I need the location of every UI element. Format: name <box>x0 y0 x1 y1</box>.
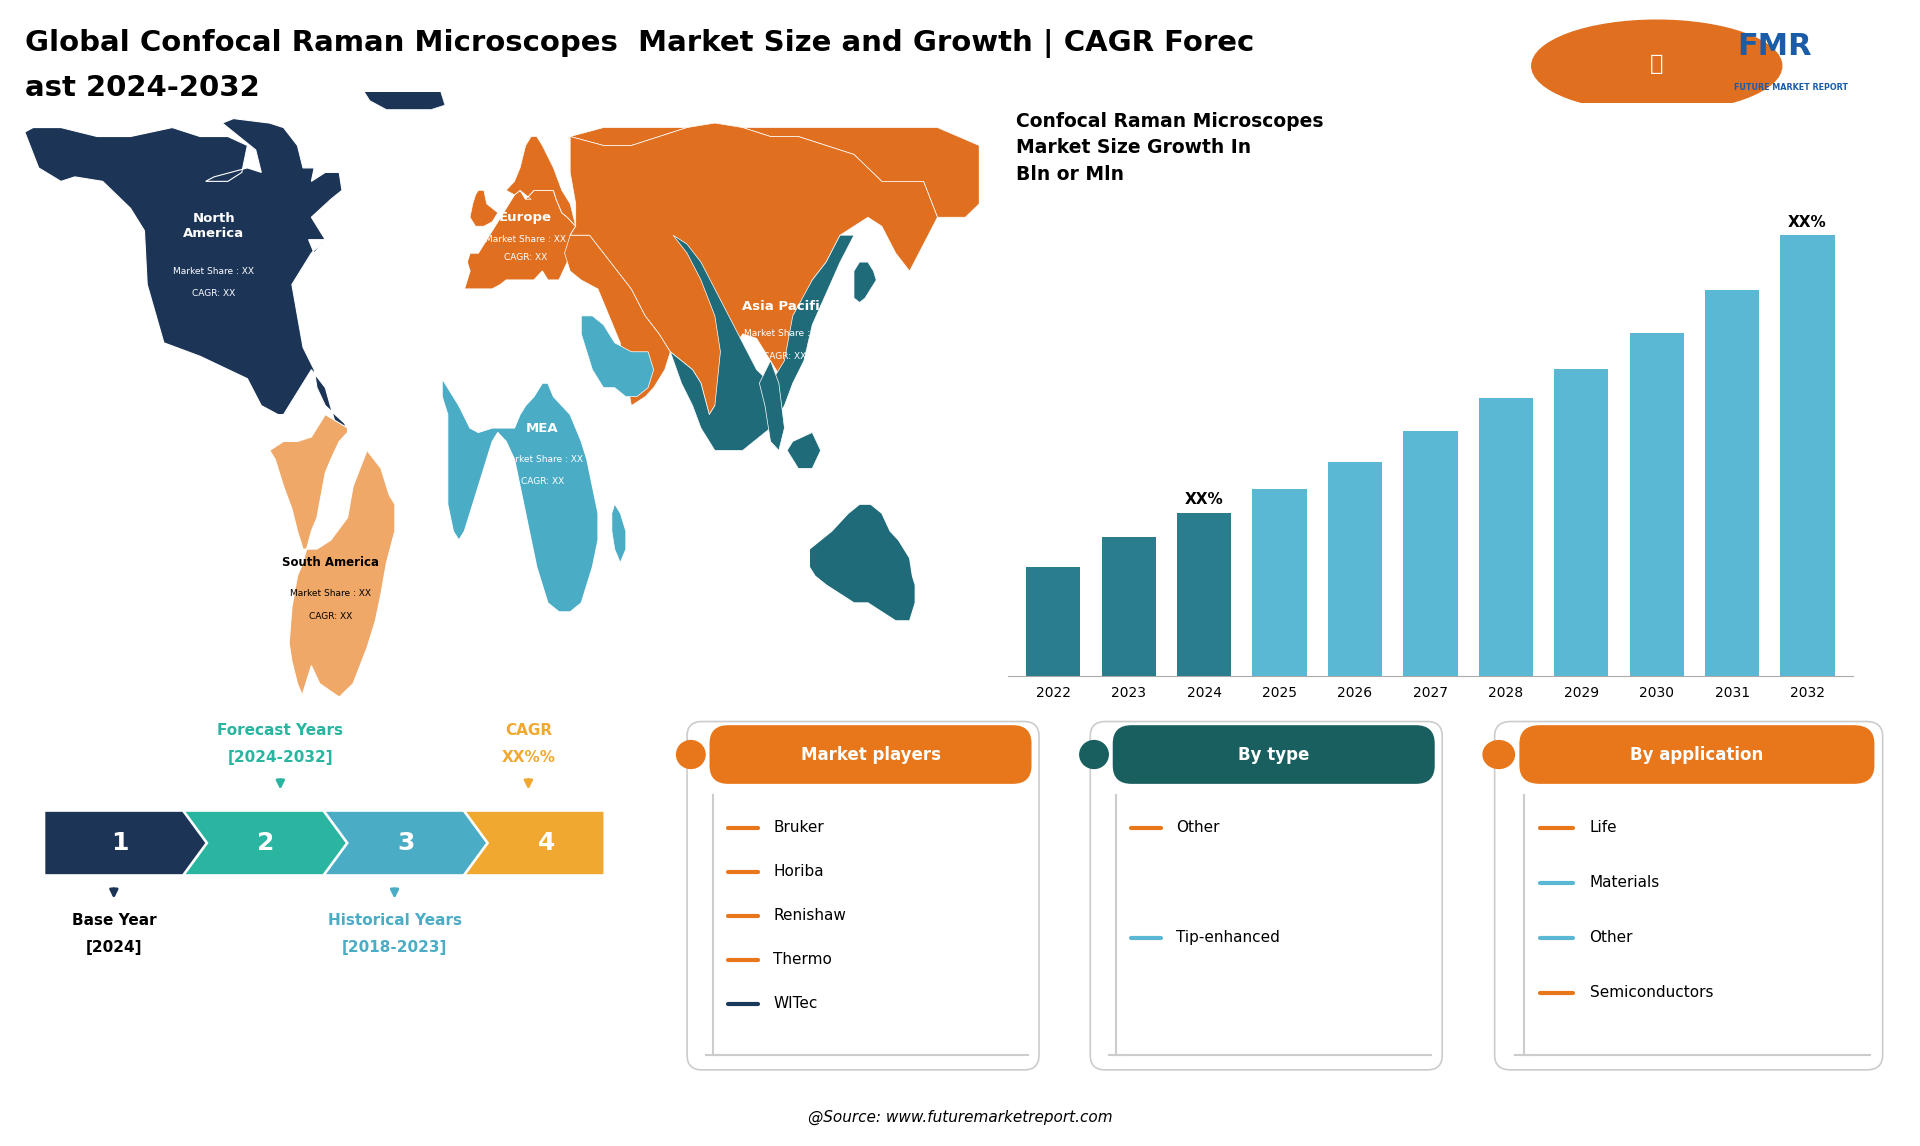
Text: Forecast Years: Forecast Years <box>217 722 344 738</box>
Polygon shape <box>570 123 937 415</box>
Circle shape <box>1482 740 1515 769</box>
Polygon shape <box>760 361 785 450</box>
Bar <box>1630 333 1684 676</box>
Bar <box>1553 369 1609 676</box>
Text: FMR: FMR <box>1738 32 1812 61</box>
Text: Confocal Raman Microscopes
Market Size Growth In
Bln or Mln: Confocal Raman Microscopes Market Size G… <box>1016 112 1323 185</box>
Polygon shape <box>326 811 486 874</box>
Polygon shape <box>507 136 576 226</box>
Bar <box>1252 489 1308 676</box>
Text: [2018-2023]: [2018-2023] <box>342 941 447 956</box>
Text: XX%: XX% <box>1185 493 1223 508</box>
Text: 3: 3 <box>397 831 415 855</box>
Text: By type: By type <box>1238 746 1309 763</box>
Polygon shape <box>612 504 626 563</box>
Text: MEA: MEA <box>526 422 559 434</box>
Polygon shape <box>854 262 876 303</box>
Text: 2: 2 <box>257 831 275 855</box>
FancyBboxPatch shape <box>1519 725 1874 784</box>
Text: CAGR: XX: CAGR: XX <box>505 253 547 262</box>
Text: [2024-2032]: [2024-2032] <box>227 749 334 764</box>
Polygon shape <box>670 235 854 450</box>
Text: South America: South America <box>282 556 380 570</box>
Text: Asia Pacific: Asia Pacific <box>741 300 828 313</box>
Text: CAGR: XX: CAGR: XX <box>762 352 806 361</box>
Text: Market Share : XX: Market Share : XX <box>743 329 826 338</box>
Text: Market players: Market players <box>801 746 941 763</box>
Polygon shape <box>570 123 979 218</box>
Text: Tip-enhanced: Tip-enhanced <box>1177 931 1281 945</box>
Text: Renishaw: Renishaw <box>774 909 847 924</box>
Polygon shape <box>442 378 597 612</box>
FancyBboxPatch shape <box>1494 722 1884 1070</box>
Polygon shape <box>564 235 670 406</box>
FancyBboxPatch shape <box>1114 725 1434 784</box>
Text: WITec: WITec <box>774 996 818 1012</box>
Text: 1: 1 <box>111 831 129 855</box>
FancyBboxPatch shape <box>687 722 1039 1070</box>
Polygon shape <box>25 118 348 437</box>
Text: Historical Years: Historical Years <box>328 913 461 928</box>
Bar <box>1102 536 1156 676</box>
Text: Europe: Europe <box>499 211 553 223</box>
Bar <box>1705 290 1759 676</box>
Text: Other: Other <box>1177 821 1219 835</box>
Bar <box>1329 462 1382 676</box>
Text: FUTURE MARKET REPORT: FUTURE MARKET REPORT <box>1734 84 1849 92</box>
Text: Life: Life <box>1590 821 1617 835</box>
Polygon shape <box>46 811 205 874</box>
Text: Market Share : XX: Market Share : XX <box>173 267 255 275</box>
Circle shape <box>1079 740 1108 769</box>
Polygon shape <box>470 190 497 226</box>
Text: Semiconductors: Semiconductors <box>1590 986 1713 1000</box>
Polygon shape <box>361 78 445 110</box>
Text: CAGR: XX: CAGR: XX <box>520 478 564 486</box>
Bar <box>1177 513 1231 676</box>
Bar <box>1780 235 1836 676</box>
Text: ast 2024-2032: ast 2024-2032 <box>25 74 259 102</box>
Text: Market Share : XX: Market Share : XX <box>290 589 371 598</box>
Text: Base Year: Base Year <box>71 913 156 928</box>
Polygon shape <box>810 504 916 621</box>
Polygon shape <box>787 432 820 469</box>
Text: Market Share : XX: Market Share : XX <box>501 455 584 464</box>
Text: [2024]: [2024] <box>86 941 142 956</box>
Circle shape <box>1532 21 1782 111</box>
Text: CAGR: XX: CAGR: XX <box>309 612 353 621</box>
Bar <box>1025 567 1081 676</box>
Text: XX%: XX% <box>1788 215 1828 230</box>
Text: Thermo: Thermo <box>774 952 831 967</box>
Text: Market Share : XX: Market Share : XX <box>486 235 566 244</box>
Text: Bruker: Bruker <box>774 821 824 835</box>
Text: Materials: Materials <box>1590 876 1659 890</box>
Bar <box>1404 431 1457 676</box>
Circle shape <box>676 740 705 769</box>
FancyBboxPatch shape <box>710 725 1031 784</box>
Bar <box>1478 398 1532 676</box>
Text: By application: By application <box>1630 746 1764 763</box>
Polygon shape <box>467 811 603 874</box>
Text: 4: 4 <box>538 831 555 855</box>
Text: Other: Other <box>1590 931 1634 945</box>
Text: CAGR: XX: CAGR: XX <box>192 289 236 298</box>
Text: North
America: North America <box>184 212 244 241</box>
Polygon shape <box>186 811 346 874</box>
Text: CAGR: CAGR <box>505 722 551 738</box>
Text: XX%%: XX%% <box>501 749 555 764</box>
FancyBboxPatch shape <box>1091 722 1442 1070</box>
Text: Horiba: Horiba <box>774 864 824 879</box>
Text: Global Confocal Raman Microscopes  Market Size and Growth | CAGR Forec: Global Confocal Raman Microscopes Market… <box>25 29 1254 57</box>
Polygon shape <box>465 190 576 289</box>
Text: @Source: www.futuremarketreport.com: @Source: www.futuremarketreport.com <box>808 1110 1112 1125</box>
Text: 🔬: 🔬 <box>1649 54 1663 73</box>
Polygon shape <box>269 415 396 697</box>
Polygon shape <box>582 316 653 397</box>
